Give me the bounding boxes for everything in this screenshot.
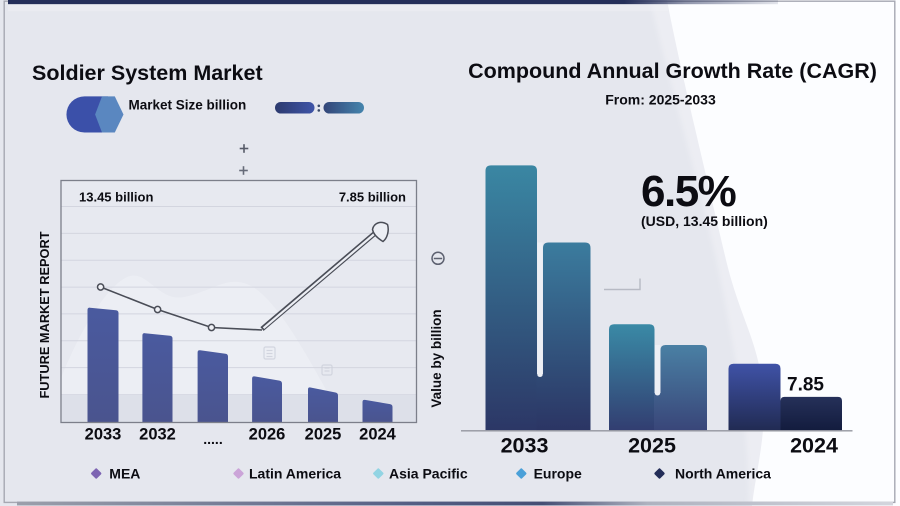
svg-text:13.45 billion: 13.45 billion bbox=[79, 190, 153, 205]
svg-text:2025: 2025 bbox=[628, 434, 676, 458]
svg-text:2033: 2033 bbox=[85, 426, 122, 444]
svg-text:2026: 2026 bbox=[249, 426, 286, 444]
svg-text:2033: 2033 bbox=[501, 434, 549, 458]
svg-text:7.85 billion: 7.85 billion bbox=[339, 190, 406, 205]
svg-text:7.85: 7.85 bbox=[787, 375, 824, 396]
svg-text:Compound Annual Growth Rate (C: Compound Annual Growth Rate (CAGR) bbox=[468, 59, 877, 83]
svg-text:Latin America: Latin America bbox=[249, 466, 341, 482]
svg-text:2024: 2024 bbox=[790, 434, 838, 458]
svg-text:(USD, 13.45 billion): (USD, 13.45 billion) bbox=[641, 213, 768, 229]
svg-text:Soldier System Market: Soldier System Market bbox=[32, 61, 263, 85]
svg-text:Asia Pacific: Asia Pacific bbox=[389, 466, 468, 482]
svg-text:2024: 2024 bbox=[359, 426, 397, 444]
svg-text:Market Size billion: Market Size billion bbox=[129, 98, 247, 113]
svg-text:2025: 2025 bbox=[305, 426, 342, 444]
svg-text:2032: 2032 bbox=[139, 426, 176, 444]
svg-text:.....: ..... bbox=[203, 431, 222, 447]
svg-text:North America: North America bbox=[675, 466, 771, 482]
svg-text:From: 2025-2033: From: 2025-2033 bbox=[605, 92, 716, 108]
svg-text:6.5%: 6.5% bbox=[641, 167, 736, 216]
svg-text:MEA: MEA bbox=[109, 466, 140, 482]
svg-text:FUTURE MARKET REPORT: FUTURE MARKET REPORT bbox=[37, 231, 52, 398]
svg-text:Value by billion: Value by billion bbox=[429, 309, 444, 407]
svg-text:Europe: Europe bbox=[534, 466, 582, 482]
